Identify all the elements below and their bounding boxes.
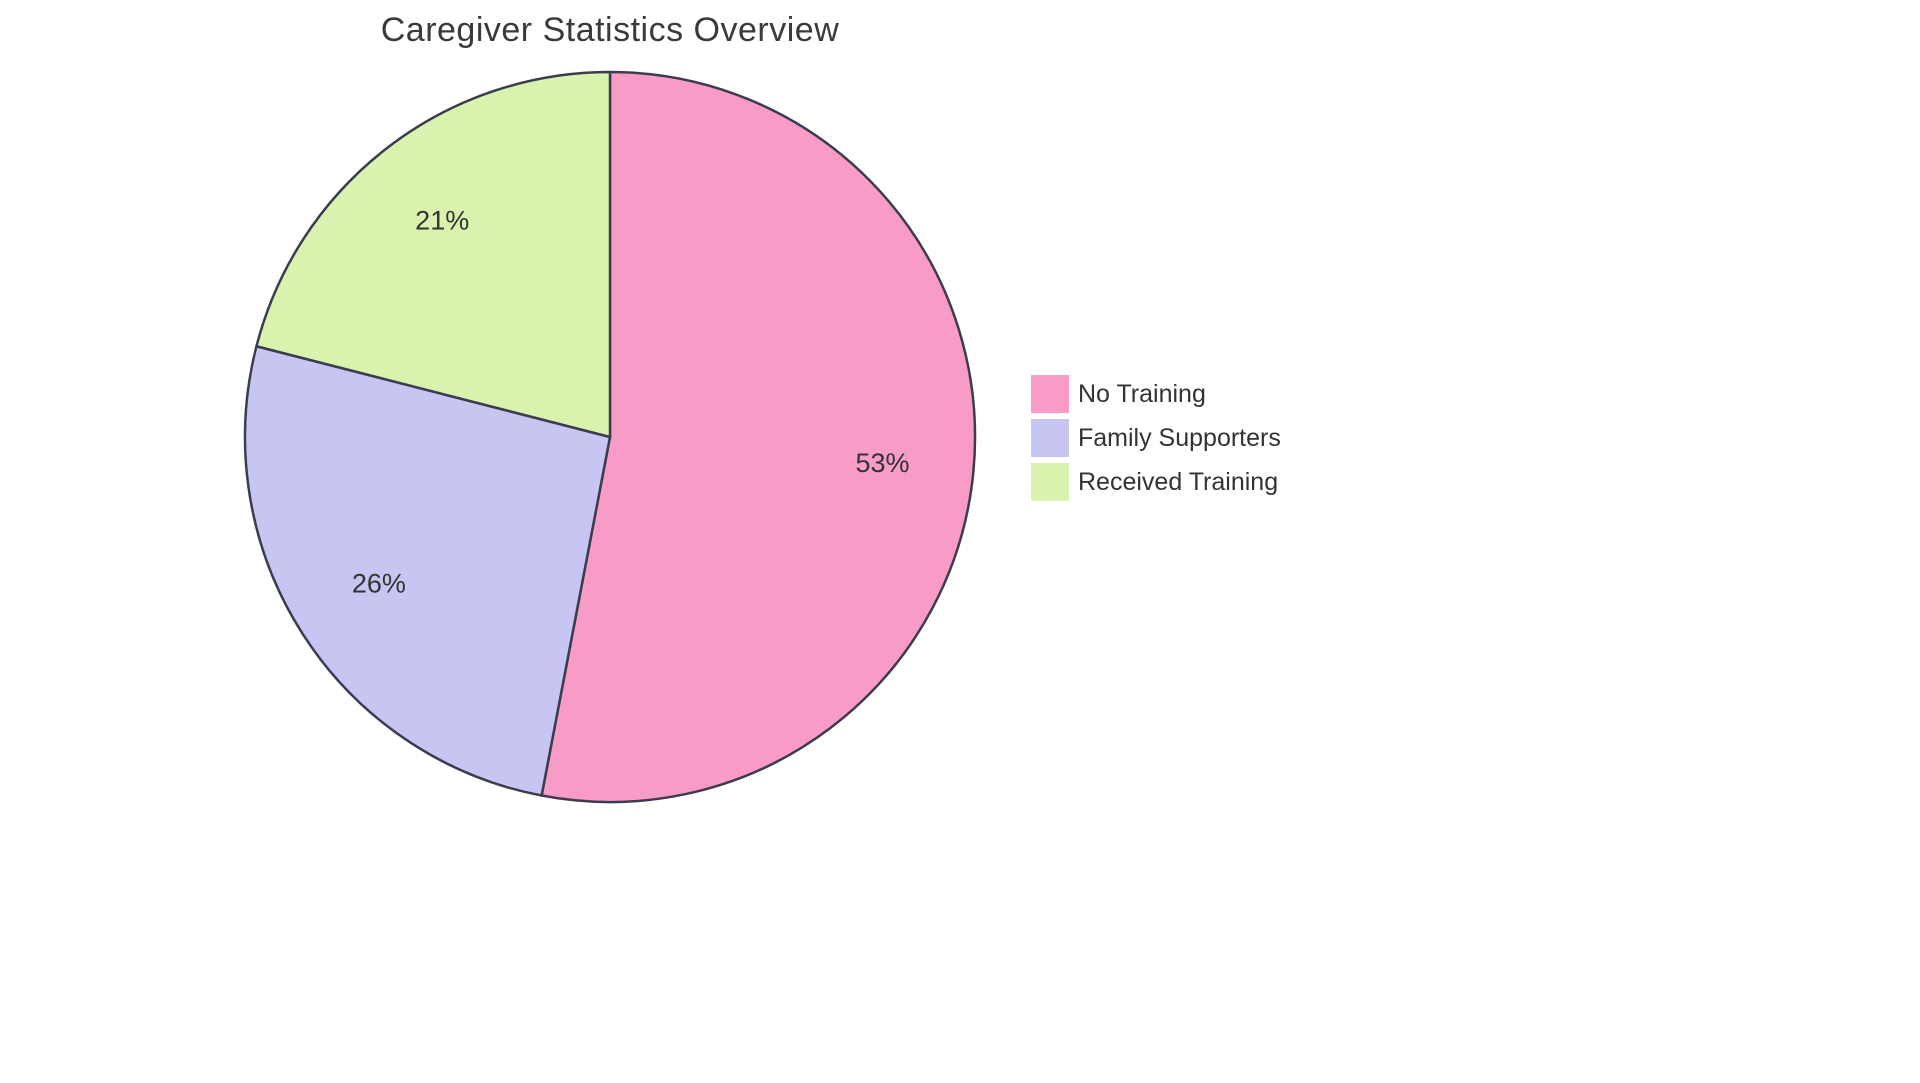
legend-label: Received Training: [1078, 467, 1279, 496]
legend-label: Family Supporters: [1078, 423, 1281, 452]
slice-label-family-supporters: 26%: [352, 569, 406, 599]
slice-label-no-training: 53%: [855, 448, 909, 478]
legend-swatch: [1031, 375, 1069, 413]
legend-item-no-training[interactable]: No Training: [1031, 372, 1281, 416]
legend-swatch: [1031, 463, 1069, 501]
pie-slice-family-supporters: [243, 344, 612, 797]
chart-title: Caregiver Statistics Overview: [380, 11, 840, 49]
pie-slice-received-training: [255, 70, 612, 439]
legend: No Training Family Supporters Received Tra…: [1031, 372, 1281, 504]
slice-label-received-training: 21%: [415, 206, 469, 236]
legend-item-received-training[interactable]: Received Training: [1031, 460, 1281, 504]
legend-swatch: [1031, 419, 1069, 457]
legend-label: No Training: [1078, 379, 1206, 408]
pie-slice-no-training: [540, 70, 977, 804]
legend-item-family-supporters[interactable]: Family Supporters: [1031, 416, 1281, 460]
